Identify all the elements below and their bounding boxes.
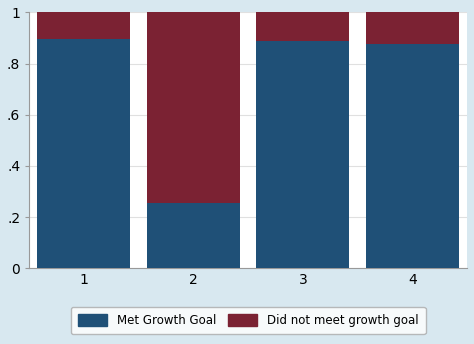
Bar [366,44,459,268]
Bar [366,12,459,44]
Bar [256,41,349,268]
Bar [37,12,130,39]
Bar [147,203,240,268]
Bar [37,39,130,268]
Bar [147,12,240,203]
Bar [256,12,349,41]
Legend: Met Growth Goal, Did not meet growth goal: Met Growth Goal, Did not meet growth goa… [71,307,426,334]
